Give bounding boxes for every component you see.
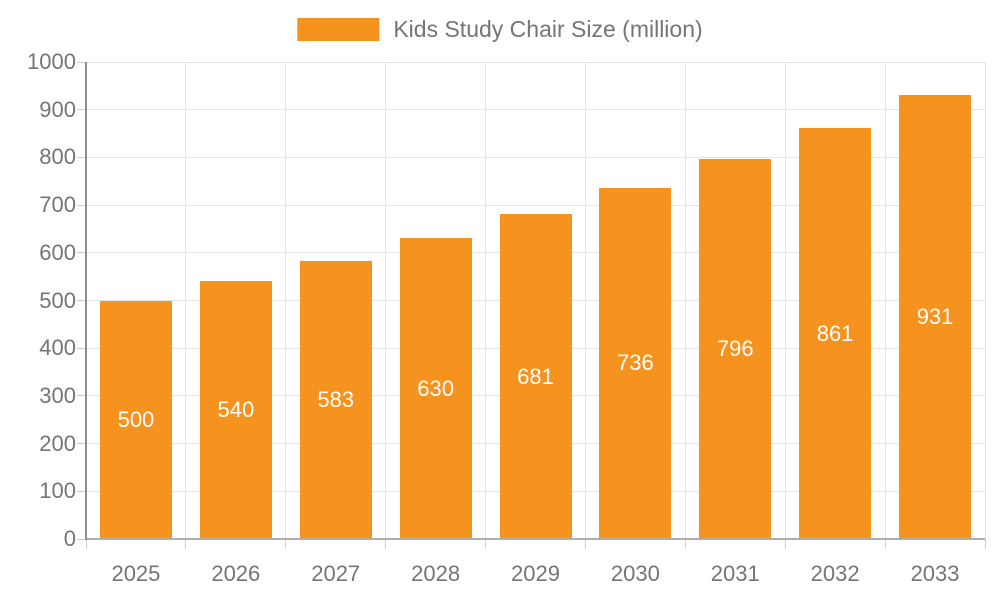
y-gridline (86, 109, 985, 111)
y-tick (77, 252, 86, 254)
y-tick (77, 204, 86, 206)
x-gridline (784, 62, 786, 539)
bar: 736 (599, 187, 672, 539)
y-axis-label: 0 (63, 526, 76, 551)
y-axis-label: 1000 (27, 49, 76, 74)
y-axis-label: 600 (39, 239, 76, 265)
bar-value-label: 681 (517, 363, 554, 389)
y-axis-label: 700 (39, 192, 76, 218)
x-tick (385, 539, 387, 549)
bar-value-label: 500 (117, 406, 155, 432)
bar-value-label: 861 (816, 320, 854, 346)
y-axis-label: 900 (39, 96, 76, 122)
x-tick (185, 539, 187, 549)
bar: 583 (299, 260, 372, 539)
y-tick (77, 156, 86, 158)
y-gridline (86, 204, 985, 206)
x-gridline (984, 62, 986, 539)
x-axis-label: 2028 (411, 561, 461, 586)
bar-value-label: 630 (417, 375, 454, 401)
y-gridline (86, 156, 985, 158)
bar-value-label: 736 (617, 350, 654, 376)
y-tick (77, 300, 86, 301)
x-tick (984, 539, 986, 549)
y-tick (77, 109, 86, 111)
y-axis-label: 200 (39, 430, 76, 456)
y-tick (77, 490, 86, 492)
y-tick (77, 61, 86, 63)
y-axis-label: 500 (39, 287, 76, 313)
x-gridline (485, 62, 487, 539)
x-tick (85, 539, 87, 549)
x-gridline (884, 62, 886, 539)
bar: 500 (99, 300, 172, 539)
y-tick (77, 443, 86, 445)
x-axis-label: 2033 (910, 561, 960, 586)
x-gridline (385, 62, 387, 539)
y-axis-label: 100 (39, 478, 76, 504)
x-axis-label: 2027 (311, 561, 361, 586)
bar: 540 (199, 281, 272, 539)
y-tick (77, 538, 86, 540)
x-tick (285, 539, 287, 549)
x-tick (784, 539, 786, 549)
x-axis-label: 2030 (610, 561, 660, 586)
y-tick (77, 395, 86, 397)
bar: 931 (899, 94, 972, 539)
y-axis-label: 400 (39, 335, 76, 361)
bar: 861 (799, 128, 872, 539)
x-axis-label: 2026 (211, 561, 261, 586)
legend-label: Kids Study Chair Size (million) (393, 16, 703, 42)
y-axis-label: 800 (39, 144, 76, 170)
x-gridline (584, 62, 586, 539)
bar: 796 (699, 159, 772, 539)
x-gridline (185, 62, 187, 539)
y-axis-label: 300 (39, 382, 76, 408)
bar-value-label: 796 (716, 336, 754, 362)
x-axis-label: 2025 (111, 561, 161, 586)
x-gridline (684, 62, 686, 539)
bar: 630 (399, 238, 472, 539)
x-axis-line (86, 538, 985, 540)
bar-value-label: 931 (916, 303, 954, 329)
legend-swatch (297, 18, 380, 41)
x-tick (584, 539, 586, 549)
x-gridline (285, 62, 287, 539)
x-tick (485, 539, 487, 549)
x-tick (684, 539, 686, 549)
bar: 681 (499, 214, 572, 539)
x-axis-label: 2031 (710, 561, 760, 586)
x-axis-label: 2032 (810, 561, 860, 586)
x-tick (884, 539, 886, 549)
y-gridline (86, 61, 985, 63)
bar-value-label: 583 (317, 386, 355, 412)
y-axis-line (85, 62, 87, 540)
legend[interactable]: Kids Study Chair Size (million) (297, 16, 703, 43)
x-axis-label: 2029 (511, 561, 560, 586)
y-tick (77, 347, 86, 349)
bar-value-label: 540 (217, 397, 255, 423)
